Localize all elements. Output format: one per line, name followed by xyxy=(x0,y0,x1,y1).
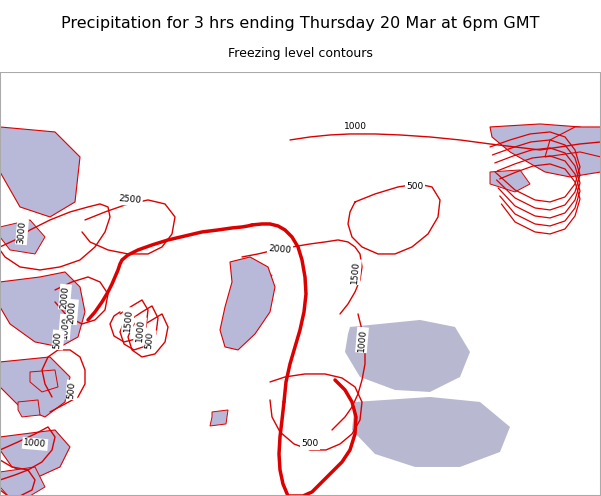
Text: 2000: 2000 xyxy=(268,245,292,255)
Text: 1500: 1500 xyxy=(350,260,361,284)
Polygon shape xyxy=(18,400,40,417)
Text: 1500: 1500 xyxy=(123,308,133,332)
Text: 1000: 1000 xyxy=(344,123,367,131)
Polygon shape xyxy=(220,257,275,350)
Text: 3000: 3000 xyxy=(16,220,28,244)
Polygon shape xyxy=(490,124,601,177)
Text: Precipitation for 3 hrs ending Thursday 20 Mar at 6pm GMT: Precipitation for 3 hrs ending Thursday … xyxy=(61,15,540,31)
Polygon shape xyxy=(490,170,530,192)
Text: 2000: 2000 xyxy=(59,285,70,309)
Polygon shape xyxy=(352,397,510,467)
Text: 1000: 1000 xyxy=(135,318,145,342)
Text: 1000: 1000 xyxy=(23,438,47,449)
Polygon shape xyxy=(345,320,470,392)
Polygon shape xyxy=(0,272,85,347)
Text: 500: 500 xyxy=(53,331,63,349)
Text: Freezing level contours: Freezing level contours xyxy=(228,48,373,61)
Text: 500: 500 xyxy=(145,331,155,349)
Text: 500: 500 xyxy=(67,381,78,399)
Polygon shape xyxy=(0,430,70,477)
Text: 500: 500 xyxy=(301,439,319,448)
Polygon shape xyxy=(260,275,272,286)
Polygon shape xyxy=(30,370,58,392)
Polygon shape xyxy=(210,410,228,426)
Text: 500: 500 xyxy=(406,183,424,191)
Polygon shape xyxy=(545,127,601,157)
Text: 1000: 1000 xyxy=(59,315,70,339)
Polygon shape xyxy=(0,220,45,254)
Polygon shape xyxy=(0,127,80,217)
Text: 1000: 1000 xyxy=(356,328,367,352)
Polygon shape xyxy=(0,357,70,417)
Text: 2000: 2000 xyxy=(67,300,78,324)
Polygon shape xyxy=(0,467,45,496)
Text: 2500: 2500 xyxy=(118,194,142,205)
